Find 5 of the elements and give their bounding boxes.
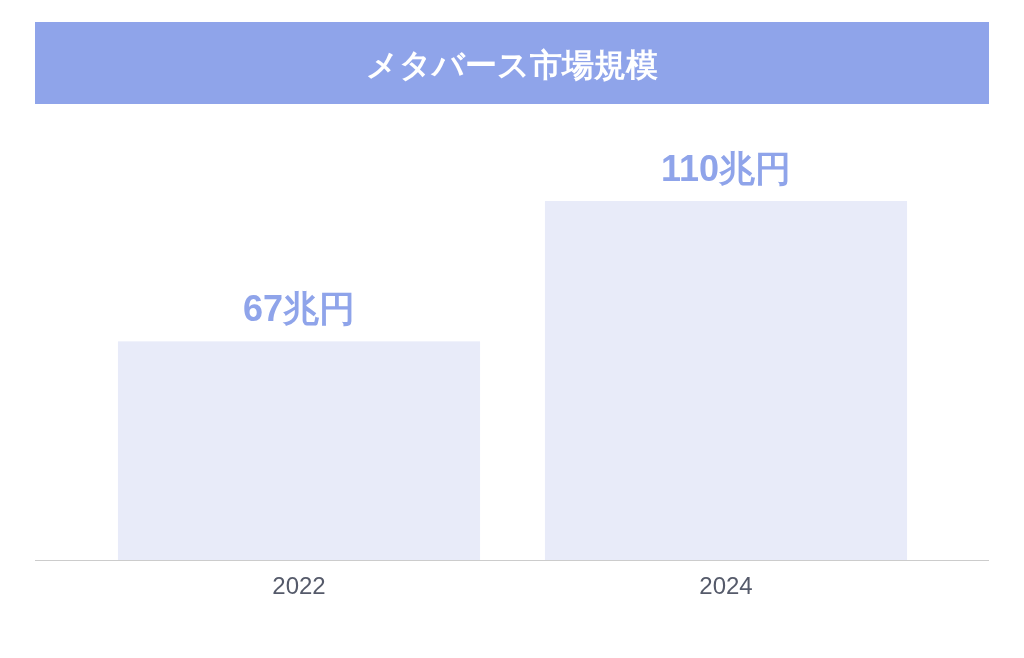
x-tick-label: 2024 [699, 572, 753, 599]
chart-title: メタバース市場規模 [366, 46, 658, 84]
x-tick-label: 2022 [272, 572, 326, 599]
data-label: 67兆円 [242, 288, 356, 330]
data-label: 110兆円 [660, 148, 792, 190]
